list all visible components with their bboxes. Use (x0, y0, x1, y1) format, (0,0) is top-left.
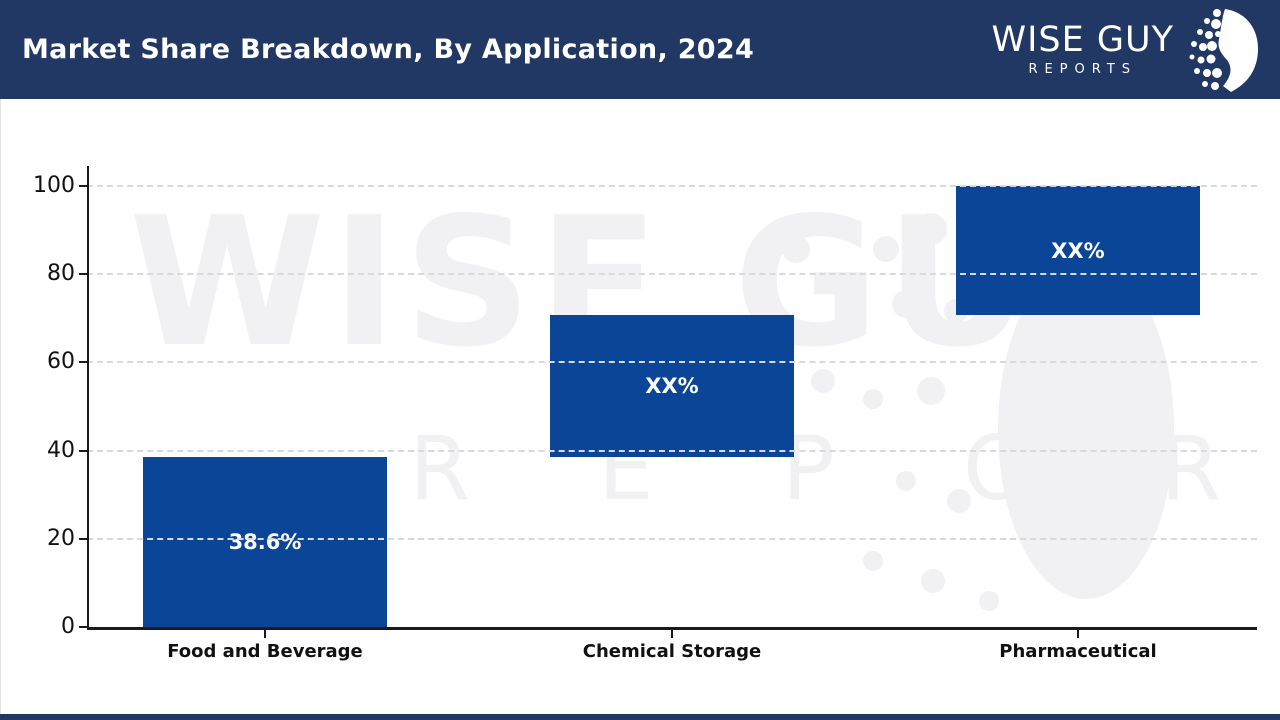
chart-canvas: WISE GUY R E P O R T S 02040608010038.6%… (0, 99, 1280, 714)
gridline-20 (87, 537, 1257, 540)
y-tick-label-60: 60 (47, 349, 75, 375)
y-axis-line (87, 166, 89, 630)
y-tick-60 (79, 361, 87, 364)
header-bar: Market Share Breakdown, By Application, … (0, 0, 1280, 99)
y-tick-0 (79, 626, 87, 628)
bar-value-label-pharmaceutical: XX% (1051, 238, 1105, 263)
gridline-100 (87, 185, 1257, 187)
x-tick-chemical-storage (671, 630, 673, 638)
x-axis-label-food-and-beverage: Food and Beverage (167, 641, 363, 662)
logo-face-icon (1189, 8, 1259, 92)
y-tick-20 (79, 537, 87, 540)
y-tick-label-100: 100 (33, 173, 75, 198)
y-tick-80 (79, 273, 87, 276)
logo-wordmark-line1: WISE GUY (991, 20, 1174, 60)
gridline-40 (87, 449, 1257, 452)
y-tick-label-20: 20 (47, 525, 75, 551)
y-tick-label-80: 80 (47, 261, 75, 287)
gridline-80 (87, 273, 1257, 276)
y-tick-label-0: 0 (61, 614, 75, 639)
bar-value-label-chemical-storage: XX% (645, 373, 699, 398)
gridline-60 (87, 361, 1257, 364)
x-tick-pharmaceutical (1077, 630, 1079, 638)
wise-guy-reports-logo: WISE GUY REPORTS (991, 0, 1280, 99)
bar-chemical-storage: XX% (550, 315, 794, 457)
x-tick-food-and-beverage (264, 630, 266, 638)
bar-pharmaceutical: XX% (956, 186, 1200, 316)
bar-value-label-food-and-beverage: 38.6% (228, 529, 302, 554)
chart-title: Market Share Breakdown, By Application, … (22, 34, 755, 65)
x-axis-line (87, 627, 1257, 630)
x-axis-label-chemical-storage: Chemical Storage (582, 641, 762, 662)
footer-bar (0, 714, 1280, 720)
x-axis-label-pharmaceutical: Pharmaceutical (999, 641, 1157, 662)
y-tick-40 (79, 449, 87, 452)
watermark-subtitle: R E P O R T S (409, 417, 1280, 520)
y-tick-100 (79, 185, 87, 187)
logo-wordmark-line2: REPORTS (1028, 62, 1138, 77)
logo-wordmark: WISE GUY REPORTS (991, 20, 1174, 77)
y-tick-label-40: 40 (47, 437, 75, 463)
bar-food-and-beverage: 38.6% (143, 456, 387, 627)
